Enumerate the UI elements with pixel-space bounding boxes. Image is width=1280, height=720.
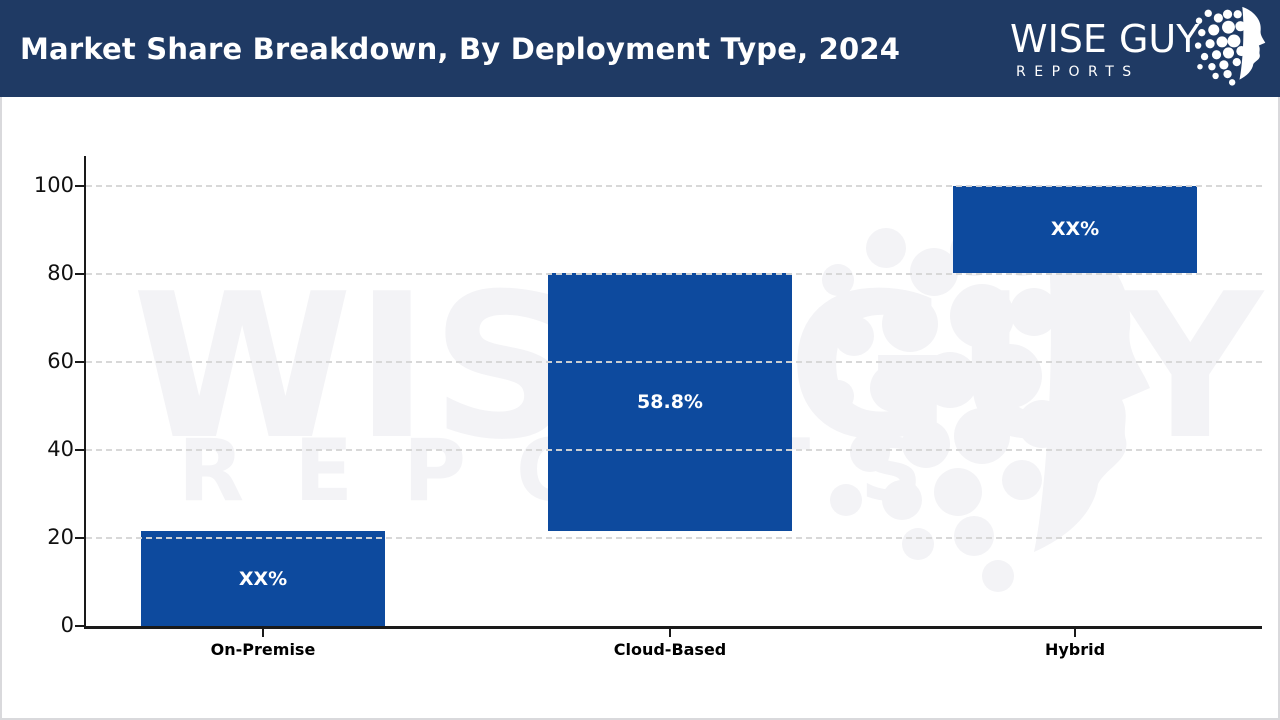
y-axis-tick-label: 40 <box>47 437 74 461</box>
x-axis-tick-2 <box>1074 629 1076 637</box>
y-axis-tick-label: 60 <box>47 349 74 373</box>
gridline-y-80 <box>86 273 1262 275</box>
y-axis-tick-0 <box>75 625 84 627</box>
x-axis-label-hybrid: Hybrid <box>1044 640 1106 659</box>
header-bar: Market Share Breakdown, By Deployment Ty… <box>0 0 1280 97</box>
logo-reports-text: REPORTS <box>1016 64 1140 80</box>
y-axis-tick-label: 100 <box>33 173 74 197</box>
y-axis-tick-40 <box>75 449 84 451</box>
y-axis-tick-label: 20 <box>47 525 74 549</box>
gridline-y-100 <box>86 185 1262 187</box>
bar-on-premise: XX% <box>141 531 385 626</box>
bar-value-label: 58.8% <box>637 391 703 414</box>
x-axis-label-cloud-based: Cloud-Based <box>613 640 727 659</box>
bar-cloud-based: 58.8% <box>548 272 792 532</box>
x-axis-tick-0 <box>262 629 264 637</box>
bar-hybrid: XX% <box>953 186 1197 273</box>
chart-title: Market Share Breakdown, By Deployment Ty… <box>20 31 901 66</box>
y-axis-tick-20 <box>75 537 84 539</box>
wise-guy-reports-logo: WISE GUY REPORTS <box>1010 6 1266 86</box>
y-axis-tick-100 <box>75 185 84 187</box>
x-axis-tick-1 <box>669 629 671 637</box>
y-axis-tick-80 <box>75 273 84 275</box>
gridline-y-40 <box>86 449 1262 451</box>
y-axis-tick-60 <box>75 361 84 363</box>
bar-value-label: XX% <box>1050 218 1100 241</box>
x-axis-line <box>84 626 1262 629</box>
logo-wiseguy-text: WISE GUY <box>1010 17 1200 61</box>
gridline-y-20 <box>86 537 1262 539</box>
y-axis-tick-label: 0 <box>60 613 74 637</box>
y-axis-line <box>84 156 86 628</box>
x-axis-label-on-premise: On-Premise <box>210 640 316 659</box>
gridline-y-60 <box>86 361 1262 363</box>
y-axis-tick-label: 80 <box>47 261 74 285</box>
bar-value-label: XX% <box>238 567 288 590</box>
